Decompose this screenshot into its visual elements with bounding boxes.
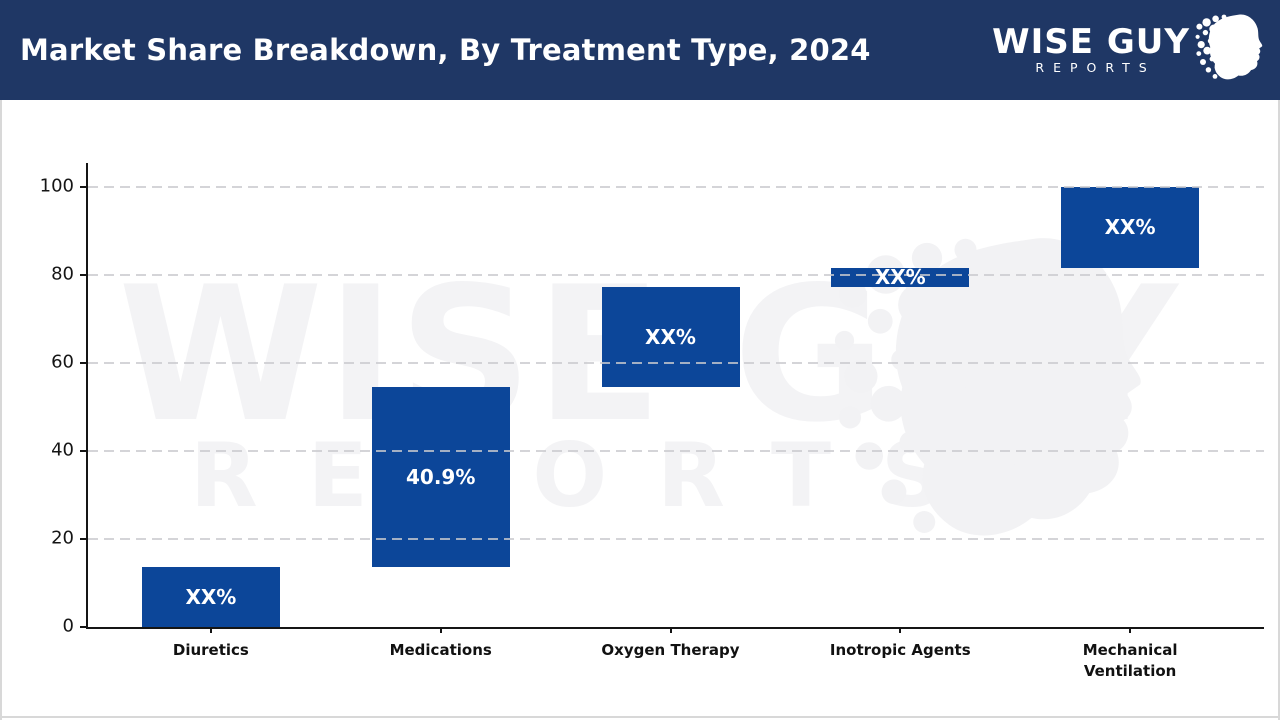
y-tick-label-100: 100 <box>39 175 74 197</box>
gridline-80 <box>88 274 1264 276</box>
gridline-100 <box>88 186 1264 188</box>
category-label-oxygen-therapy: Oxygen Therapy <box>601 641 740 659</box>
watermark-text-line2: REPORTS <box>190 424 995 527</box>
bar-value-label-medications: 40.9% <box>405 465 476 490</box>
category-label-inotropic-agents: Inotropic Agents <box>829 641 971 659</box>
y-tick-0 <box>80 626 88 628</box>
y-tick-label-80: 80 <box>51 263 74 285</box>
wise-guy-logo: WISE GUY REPORTS <box>992 11 1266 89</box>
y-tick-20 <box>80 538 88 540</box>
gridline-40 <box>88 450 1264 452</box>
x-tick-diuretics <box>209 627 212 633</box>
bar-value-label-oxygen-therapy: XX% <box>645 325 696 350</box>
category-label-diuretics: Diuretics <box>172 641 249 659</box>
y-tick-label-40: 40 <box>51 439 74 461</box>
bar-inotropic-agents <box>831 267 970 288</box>
bar-oxygen-therapy <box>601 287 740 388</box>
x-axis-line <box>86 627 1264 629</box>
bar-value-label-inotropic-agents: XX% <box>874 265 926 290</box>
bar-value-label-mechanical-ventilation: XX% <box>1104 215 1156 240</box>
page-border-right <box>1278 100 1280 720</box>
y-tick-80 <box>80 274 88 276</box>
gridline-20 <box>88 538 1264 540</box>
logo-wordmark: WISE GUY REPORTS <box>992 25 1190 75</box>
category-label-medications: Medications <box>389 641 492 659</box>
bar-medications <box>371 387 510 568</box>
header-bar: Market Share Breakdown, By Treatment Typ… <box>0 0 1280 100</box>
x-tick-mechanical-ventilation <box>1129 627 1132 633</box>
logo-wordmark-line2: REPORTS <box>1035 60 1156 76</box>
bar-diuretics <box>141 567 280 627</box>
bar-value-label-diuretics: XX% <box>185 585 237 610</box>
y-tick-60 <box>80 362 88 364</box>
y-tick-label-0: 0 <box>62 615 74 637</box>
y-tick-label-60: 60 <box>51 351 74 373</box>
y-tick-100 <box>80 186 88 188</box>
y-tick-40 <box>80 450 88 452</box>
y-tick-label-20: 20 <box>51 527 74 549</box>
logo-face-icon <box>1195 14 1263 80</box>
x-tick-medications <box>439 627 442 633</box>
gridline-60 <box>88 362 1264 364</box>
y-axis-line <box>86 163 88 629</box>
page-border-left <box>0 100 2 720</box>
logo-wordmark-line1: WISE GUY <box>992 22 1190 63</box>
x-tick-oxygen-therapy <box>669 627 672 633</box>
chart-title: Market Share Breakdown, By Treatment Typ… <box>20 33 871 67</box>
page-border-bottom <box>0 716 1280 718</box>
bar-mechanical-ventilation <box>1061 187 1200 268</box>
x-tick-inotropic-agents <box>899 627 902 633</box>
category-label-mechanical-ventilation: Mechanical Ventilation <box>1082 641 1178 680</box>
